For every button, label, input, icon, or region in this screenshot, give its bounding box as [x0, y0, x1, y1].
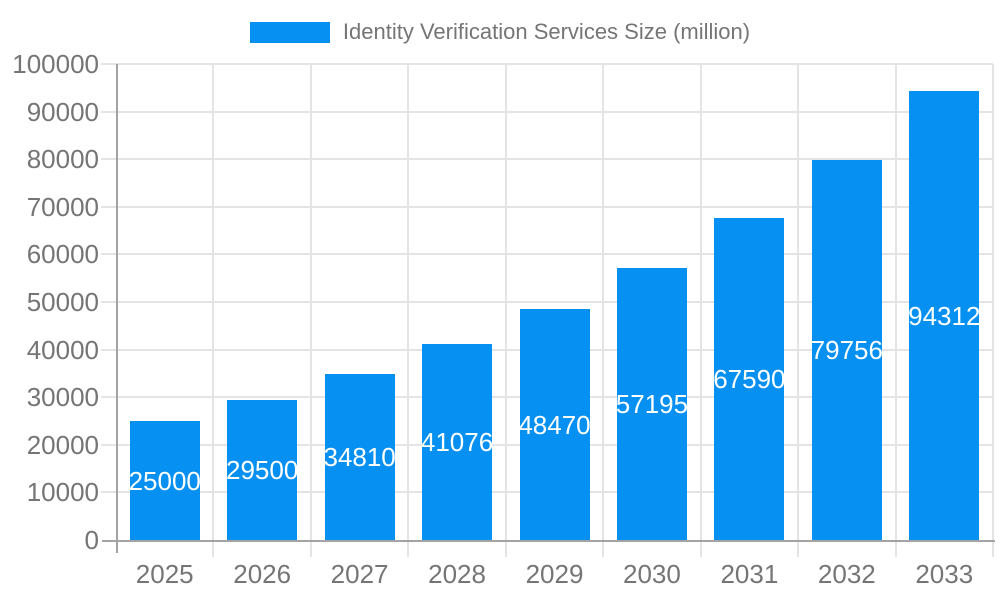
x-axis-label: 2030 [623, 559, 681, 589]
gridline-vertical [407, 64, 410, 557]
bar: 41076 [420, 344, 494, 540]
x-axis-label: 2028 [428, 559, 486, 589]
bar-value-label: 41076 [420, 427, 494, 458]
gridline-vertical [699, 64, 702, 557]
gridline-vertical [894, 64, 897, 557]
x-axis-label: 2033 [915, 559, 974, 589]
bar-value-label: 79756 [810, 335, 883, 366]
bar-value-label: 48470 [518, 409, 591, 440]
bar: 34810 [323, 374, 396, 540]
bar: 94312 [908, 91, 981, 540]
y-axis-label: 80000 [26, 144, 99, 175]
gridline-vertical [602, 64, 605, 557]
y-axis-label: 0 [84, 525, 99, 555]
legend-swatch [249, 21, 330, 43]
y-axis-label: 60000 [26, 239, 99, 270]
x-axis-label: 2026 [233, 559, 292, 589]
y-axis-tick [101, 110, 116, 113]
x-axis-label: 2025 [135, 559, 194, 589]
gridline-horizontal [116, 205, 993, 208]
y-axis-tick [101, 491, 116, 494]
gridline-vertical [309, 64, 312, 557]
gridline-vertical [797, 64, 800, 557]
gridline-horizontal [116, 253, 993, 256]
bar-value-label: 34810 [323, 442, 396, 473]
gridline-vertical [212, 64, 215, 557]
y-axis-tick [101, 348, 116, 351]
y-axis-label: 50000 [26, 287, 99, 317]
y-axis-label: 100000 [12, 49, 99, 79]
y-axis-line [116, 64, 118, 553]
y-axis-tick [101, 205, 116, 208]
x-axis-label: 2027 [330, 559, 389, 589]
y-axis-label: 20000 [26, 429, 99, 460]
bar-value-label: 94312 [908, 300, 981, 331]
y-axis-tick [101, 396, 116, 399]
x-axis-label: 2029 [525, 559, 584, 589]
gridline-horizontal [116, 301, 993, 303]
gridline-vertical [992, 64, 994, 557]
bar: 48470 [518, 309, 591, 540]
y-axis-label: 70000 [26, 191, 99, 222]
y-axis-tick [101, 443, 116, 446]
y-axis-label: 90000 [26, 96, 99, 127]
y-axis-tick [101, 253, 116, 256]
y-axis-tick [101, 158, 116, 161]
legend-label: Identity Verification Services Size (mil… [342, 19, 751, 44]
gridline-horizontal [116, 63, 993, 65]
bar: 79756 [810, 160, 883, 540]
bar: 57195 [615, 267, 689, 540]
y-axis-label: 40000 [26, 334, 99, 365]
bar-value-label: 25000 [128, 465, 201, 496]
y-axis-tick [101, 63, 116, 65]
x-axis-label: 2032 [817, 559, 876, 589]
x-axis-label: 2031 [720, 559, 779, 589]
x-axis-line [102, 540, 995, 542]
y-axis-tick [101, 301, 116, 303]
gridline-vertical [504, 64, 507, 557]
legend-item[interactable]: Identity Verification Services Size (mil… [0, 21, 1000, 43]
bar: 67590 [713, 218, 786, 540]
bar-value-label: 57195 [615, 388, 689, 419]
bar-value-label: 67590 [713, 364, 786, 395]
y-axis-label: 30000 [26, 382, 99, 413]
bar: 25000 [128, 421, 201, 540]
bar: 29500 [226, 399, 299, 540]
gridline-horizontal [116, 158, 993, 161]
gridline-horizontal [116, 110, 993, 113]
y-axis-label: 10000 [26, 477, 99, 508]
bar-value-label: 29500 [226, 454, 299, 485]
